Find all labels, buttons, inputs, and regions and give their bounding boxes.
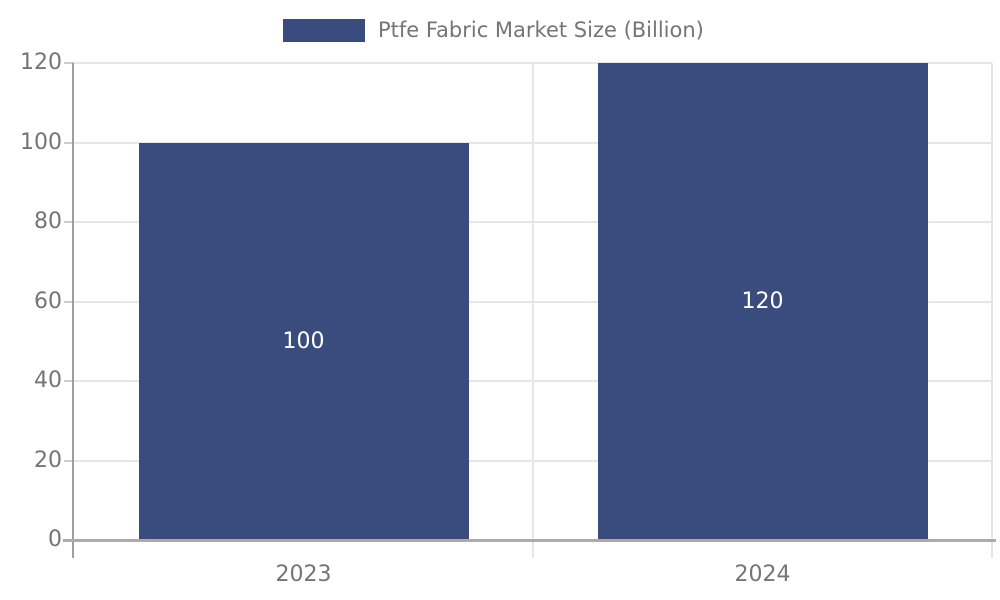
y-axis-tick-label: 100: [20, 129, 62, 155]
x-axis-line: [63, 539, 996, 542]
bar-value-label: 100: [282, 328, 325, 354]
y-tick-mark: [64, 141, 74, 144]
plot-right-border: [991, 63, 993, 558]
y-tick-mark: [64, 300, 74, 303]
y-axis-tick-label: 120: [20, 50, 62, 75]
legend-swatch: [283, 18, 365, 42]
y-tick-mark: [64, 459, 74, 462]
y-axis-tick-label: 40: [34, 368, 62, 393]
y-tick-mark: [64, 221, 74, 223]
y-axis-tick-label: 20: [34, 447, 62, 473]
bar-value-label: 120: [741, 289, 784, 314]
bar-2024: 120: [597, 63, 928, 540]
y-axis-tick-label: 0: [48, 527, 62, 552]
y-tick-mark: [64, 380, 74, 382]
y-axis-line: [72, 63, 74, 558]
gridline-vertical: [532, 63, 534, 558]
bar-2023: 100: [138, 142, 469, 540]
y-axis-tick-label: 80: [34, 209, 62, 234]
y-tick-mark: [64, 62, 74, 64]
y-axis-tick-label: 60: [34, 288, 62, 314]
x-axis-tick-label: 2023: [275, 562, 332, 587]
legend: Ptfe Fabric Market Size (Billion): [283, 17, 704, 43]
x-axis-tick-label: 2024: [734, 562, 791, 587]
legend-label: Ptfe Fabric Market Size (Billion): [378, 18, 704, 42]
